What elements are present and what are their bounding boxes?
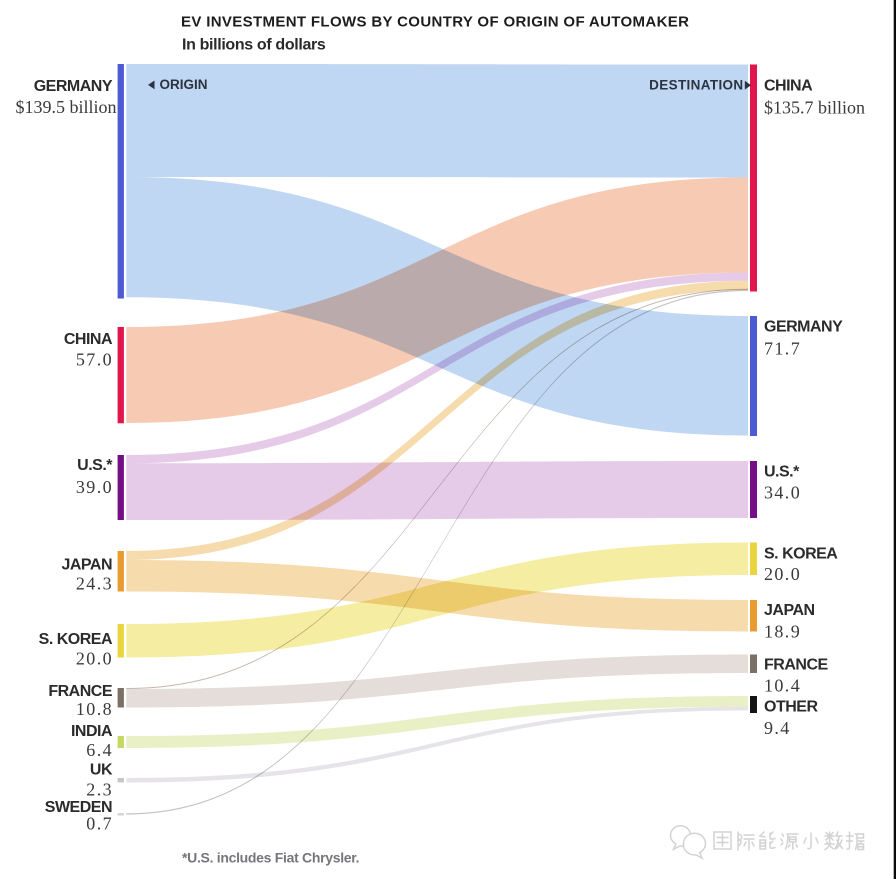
svg-text:CHINA: CHINA <box>764 78 813 95</box>
svg-text:OTHER: OTHER <box>764 699 818 716</box>
svg-text:GERMANY: GERMANY <box>34 78 113 95</box>
svg-text:71.7: 71.7 <box>764 339 801 359</box>
svg-text:GERMANY: GERMANY <box>764 319 843 336</box>
svg-text:S. KOREA: S. KOREA <box>39 631 113 648</box>
svg-text:ORIGIN: ORIGIN <box>160 77 208 92</box>
svg-text:*U.S. includes Fiat Chrysler.: *U.S. includes Fiat Chrysler. <box>182 850 359 866</box>
svg-text:18.9: 18.9 <box>764 622 801 642</box>
svg-text:U.S.*: U.S.* <box>77 457 113 474</box>
svg-text:DESTINATION: DESTINATION <box>649 78 743 93</box>
svg-text:FRANCE: FRANCE <box>764 657 828 674</box>
svg-text:U.S.*: U.S.* <box>764 464 800 481</box>
svg-text:$139.5 billion: $139.5 billion <box>15 97 116 117</box>
svg-text:57.0: 57.0 <box>76 350 113 370</box>
svg-text:10.4: 10.4 <box>764 676 801 696</box>
svg-text:2.3: 2.3 <box>86 780 113 800</box>
svg-text:9.4: 9.4 <box>764 718 791 738</box>
svg-text:INDIA: INDIA <box>71 723 113 740</box>
svg-text:JAPAN: JAPAN <box>764 602 815 619</box>
svg-text:10.8: 10.8 <box>76 699 113 719</box>
svg-text:JAPAN: JAPAN <box>61 557 112 574</box>
svg-text:34.0: 34.0 <box>764 483 801 503</box>
svg-text:S. KOREA: S. KOREA <box>764 546 838 563</box>
svg-text:EV INVESTMENT FLOWS BY COUNTRY: EV INVESTMENT FLOWS BY COUNTRY OF ORIGIN… <box>181 14 689 31</box>
svg-text:0.7: 0.7 <box>86 814 113 834</box>
svg-text:$135.7 billion: $135.7 billion <box>764 98 865 118</box>
svg-text:CHINA: CHINA <box>64 331 113 348</box>
svg-text:UK: UK <box>90 762 113 779</box>
svg-text:20.0: 20.0 <box>764 564 801 584</box>
svg-text:39.0: 39.0 <box>76 477 113 497</box>
svg-text:SWEDEN: SWEDEN <box>45 799 112 816</box>
svg-text:20.0: 20.0 <box>76 649 113 669</box>
svg-text:In billions of dollars: In billions of dollars <box>182 37 326 54</box>
svg-text:24.3: 24.3 <box>76 574 113 594</box>
svg-text:6.4: 6.4 <box>86 740 113 760</box>
svg-text:FRANCE: FRANCE <box>48 683 112 700</box>
